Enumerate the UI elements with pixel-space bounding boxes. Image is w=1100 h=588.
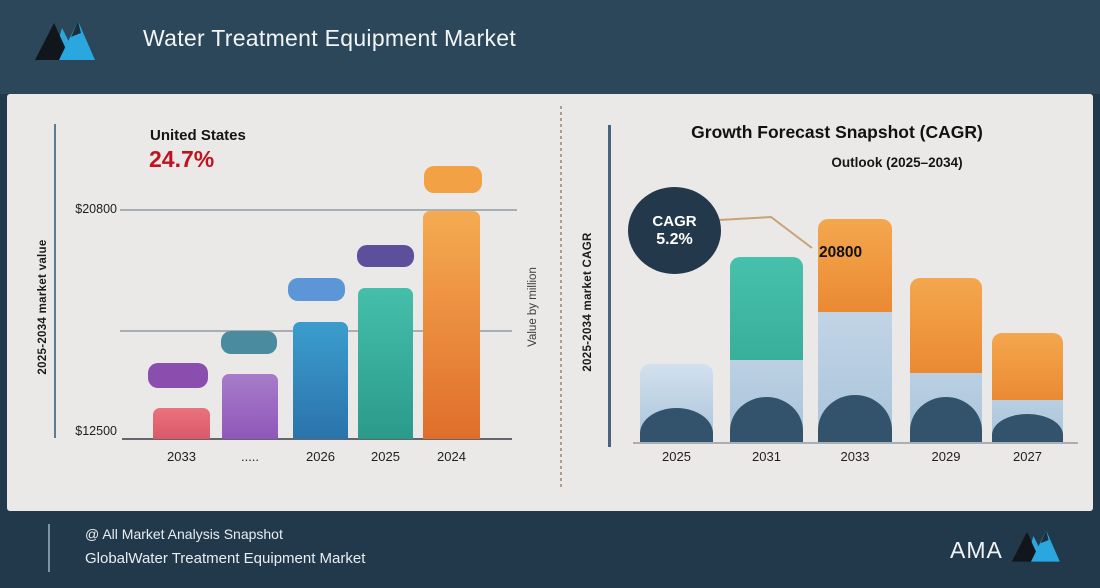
left-chart-y-axis [54, 124, 56, 438]
highlight-percentage: 24.7% [149, 146, 215, 172]
right-bar-top-segment [818, 219, 892, 312]
footer-separator [48, 524, 50, 572]
left-bar-cap-2026 [288, 278, 345, 301]
right-bar-navy-dome [910, 397, 982, 442]
left-bar-2025 [358, 288, 413, 439]
right-bar-2029 [910, 278, 982, 442]
peak-value-label: 20800 [819, 244, 863, 261]
gridline-top [120, 209, 517, 211]
cagr-value: 5.2% [656, 230, 693, 248]
left-x-label: 2026 [306, 449, 335, 464]
right-x-label: 2027 [1013, 449, 1042, 464]
right-bar-top-segment [910, 278, 982, 373]
footer: @ All Market Analysis Snapshot GlobalWat… [0, 511, 1100, 588]
panel-divider [560, 106, 562, 488]
footer-brand-text: AMA [950, 537, 1003, 563]
page-title: Water Treatment Equipment Market [143, 25, 517, 51]
right-bar-navy-dome [640, 408, 713, 442]
right-bar-2031 [730, 257, 803, 442]
footer-ama-logo-icon [1011, 530, 1060, 562]
left-bar-2024 [423, 211, 480, 439]
right-x-label: 2025 [662, 449, 691, 464]
left-bar-cap-2024 [424, 166, 482, 193]
region-label: United States [150, 127, 246, 144]
right-bar-navy-dome [730, 397, 803, 442]
left-bar-cap-2025 [357, 245, 414, 267]
content-area: 2025-2034 market value United States 24.… [7, 94, 1093, 511]
right-x-label: 2031 [752, 449, 781, 464]
left-x-label: 2024 [437, 449, 466, 464]
right-chart-y-axis [608, 125, 611, 447]
right-x-label: 2029 [931, 449, 961, 464]
left-bar-cap-..... [221, 331, 277, 354]
right-bar-navy-dome [818, 395, 892, 442]
right-chart-subtitle: Outlook (2025–2034) [831, 155, 963, 170]
left-bar-2026 [293, 322, 348, 439]
footer-line1: @ All Market Analysis Snapshot [85, 526, 283, 542]
left-bar-2033 [153, 408, 210, 439]
header: Water Treatment Equipment Market [0, 0, 1100, 94]
cagr-connector-line [718, 215, 813, 249]
left-x-label: ..... [240, 449, 260, 464]
y-tick-12500: $12500 [75, 424, 117, 438]
ama-logo-icon [35, 21, 95, 60]
right-chart-y-axis-title: 2025-2034 market CAGR [582, 232, 594, 372]
right-chart-x-axis [633, 442, 1078, 444]
right-x-label: 2033 [840, 449, 870, 464]
left-chart-x-axis [122, 438, 512, 440]
cagr-bubble: CAGR 5.2% [628, 187, 721, 274]
right-bar-2027 [992, 333, 1063, 442]
right-chart-title: Growth Forecast Snapshot (CAGR) [691, 122, 983, 142]
right-bar-2025 [640, 364, 713, 442]
left-x-label: 2033 [167, 449, 196, 464]
right-bar-navy-dome [992, 414, 1063, 442]
left-bar-cap-2033 [148, 363, 208, 388]
left-bar-..... [222, 374, 278, 439]
left-x-label: 2025 [371, 449, 400, 464]
y-tick-20800: $20800 [75, 202, 117, 216]
value-unit-label: Value by million [527, 267, 539, 347]
right-bar-2033 [818, 219, 892, 442]
cagr-label: CAGR [652, 212, 697, 230]
right-bar-top-segment [992, 333, 1063, 400]
footer-line2: GlobalWater Treatment Equipment Market [85, 550, 366, 567]
right-bar-top-segment [730, 257, 803, 360]
